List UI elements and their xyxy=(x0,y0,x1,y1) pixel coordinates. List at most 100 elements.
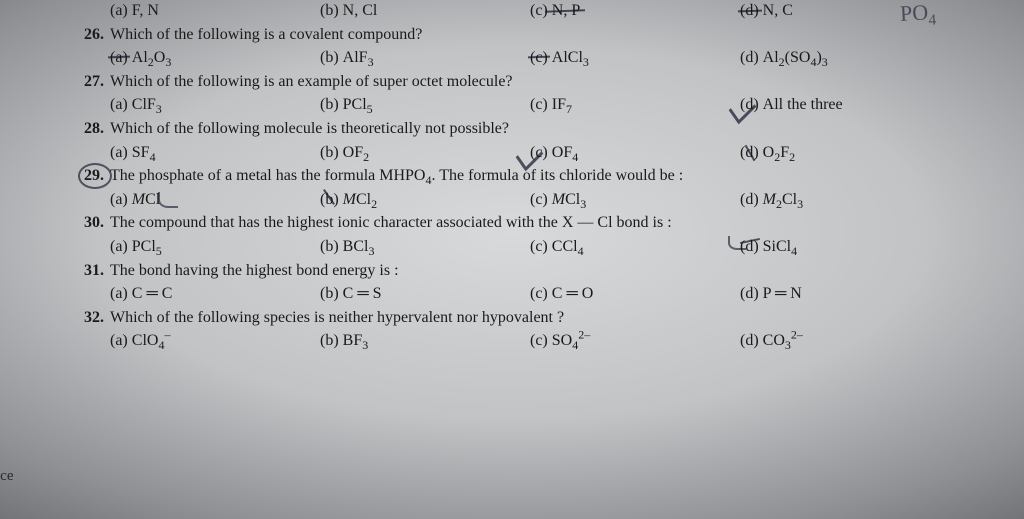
opt-formula: M2Cl3 xyxy=(763,189,803,211)
q-text: The phosphate of a metal has the formula… xyxy=(110,165,970,187)
q-number: 32. xyxy=(70,307,104,329)
q30: 30. The compound that has the highest io… xyxy=(70,212,970,234)
opt-formula: OF2 xyxy=(343,142,369,164)
opt-formula: MCl xyxy=(132,189,160,211)
q-text: Which of the following is a covalent com… xyxy=(110,24,970,46)
opt-label: (b) xyxy=(320,236,339,258)
opt-label: (c) xyxy=(530,330,548,352)
opt-formula: BF3 xyxy=(343,330,369,352)
q-text: Which of the following molecule is theor… xyxy=(110,118,970,140)
opt-label: (d) xyxy=(740,283,759,305)
opt-formula: PCl5 xyxy=(343,94,373,116)
opt-label: (a) xyxy=(110,330,128,352)
opt-label: (b) xyxy=(320,189,339,211)
opt-label: (d) xyxy=(740,0,759,22)
opt-formula: CO32– xyxy=(763,330,803,352)
q27: 27. Which of the following is an example… xyxy=(70,71,970,93)
q31-opt-b: (b) C ═ S xyxy=(320,283,530,305)
page: (a) F, N (b) N, Cl (c) N, P (d) N, C 26.… xyxy=(70,0,970,352)
q-text: The compound that has the highest ionic … xyxy=(110,212,970,234)
opt-label: (d) xyxy=(740,47,759,69)
q-number: 28. xyxy=(70,118,104,140)
opt-formula: BCl3 xyxy=(343,236,375,258)
opt-label: (b) xyxy=(320,142,339,164)
q27-opt-d: (d) All the three xyxy=(740,94,950,116)
opt-formula: ClF3 xyxy=(132,94,162,116)
opt-label: (d) xyxy=(740,330,759,352)
q26-opt-c: (c) AlCl3 xyxy=(530,47,740,69)
opt-label: (a) xyxy=(110,283,128,305)
opt-text: N, P xyxy=(552,0,580,22)
q27-opt-c: (c) IF7 xyxy=(530,94,740,116)
q30-opt-d: (d) SiCl4 xyxy=(740,236,950,258)
q28-opt-b: (b) OF2 xyxy=(320,142,530,164)
opt-text: N, C xyxy=(763,0,793,22)
opt-label: (c) xyxy=(530,47,548,69)
q-number: 27. xyxy=(70,71,104,93)
opt-formula: AlCl3 xyxy=(552,47,589,69)
q31-opt-a: (a) C ═ C xyxy=(110,283,320,305)
opt-label: (a) xyxy=(110,236,128,258)
q28: 28. Which of the following molecule is t… xyxy=(70,118,970,140)
opt-label: (c) xyxy=(530,94,548,116)
opt-formula: ClO4– xyxy=(132,330,171,352)
opt-label: (d) xyxy=(740,236,759,258)
opt-text: All the three xyxy=(763,94,843,116)
q-text: Which of the following is an example of … xyxy=(110,71,970,93)
top-partial-options: (a) F, N (b) N, Cl (c) N, P (d) N, C xyxy=(110,0,970,22)
q-number: 31. xyxy=(70,260,104,282)
q26-opt-d: (d) Al2(SO4)3 xyxy=(740,47,950,69)
opt-formula: SO42– xyxy=(552,330,590,352)
top-opt-b: (b) N, Cl xyxy=(320,0,530,22)
opt-label: (c) xyxy=(530,236,548,258)
opt-formula: Al2(SO4)3 xyxy=(763,47,828,69)
opt-formula: CCl4 xyxy=(552,236,584,258)
q26-opt-a: (a) Al2O3 xyxy=(110,47,320,69)
opt-formula: PCl5 xyxy=(132,236,162,258)
opt-formula: AlF3 xyxy=(343,47,374,69)
q29: 29. The phosphate of a metal has the for… xyxy=(70,165,970,187)
q29-opt-d: (d) M2Cl3 xyxy=(740,189,950,211)
opt-label: (a) xyxy=(110,94,128,116)
q-text: The bond having the highest bond energy … xyxy=(110,260,970,282)
q30-opt-c: (c) CCl4 xyxy=(530,236,740,258)
q28-opt-a: (a) SF4 xyxy=(110,142,320,164)
q29-options: (a) MCl (b) MCl2 (c) MCl3 (d) M2Cl3 xyxy=(110,189,970,211)
opt-formula: Al2O3 xyxy=(132,47,172,69)
q31-options: (a) C ═ C (b) C ═ S (c) C ═ O (d) P ═ N xyxy=(110,283,970,305)
q32: 32. Which of the following species is ne… xyxy=(70,307,970,329)
q28-options: (a) SF4 (b) OF2 (c) OF4 (d) O2F2 xyxy=(110,142,970,164)
q29-opt-c: (c) MCl3 xyxy=(530,189,740,211)
opt-formula: P ═ N xyxy=(763,283,802,305)
opt-formula: C ═ S xyxy=(343,283,382,305)
q27-opt-b: (b) PCl5 xyxy=(320,94,530,116)
opt-label: (b) xyxy=(320,283,339,305)
opt-formula: SiCl4 xyxy=(763,236,797,258)
q28-opt-c: (c) OF4 xyxy=(530,142,740,164)
opt-label: (c) xyxy=(530,0,548,22)
q28-opt-d: (d) O2F2 xyxy=(740,142,950,164)
opt-label: (d) xyxy=(740,94,759,116)
q32-opt-b: (b) BF3 xyxy=(320,330,530,352)
opt-label: (a) xyxy=(110,189,128,211)
q26: 26. Which of the following is a covalent… xyxy=(70,24,970,46)
top-opt-c: (c) N, P xyxy=(530,0,740,22)
top-opt-d: (d) N, C xyxy=(740,0,950,22)
q-text: Which of the following species is neithe… xyxy=(110,307,970,329)
q31-opt-d: (d) P ═ N xyxy=(740,283,950,305)
q30-opt-b: (b) BCl3 xyxy=(320,236,530,258)
opt-label: (b) xyxy=(320,47,339,69)
q32-options: (a) ClO4– (b) BF3 (c) SO42– (d) CO32– xyxy=(110,330,970,352)
q26-opt-b: (b) AlF3 xyxy=(320,47,530,69)
opt-formula: OF4 xyxy=(552,142,578,164)
opt-formula: C ═ O xyxy=(552,283,594,305)
q30-options: (a) PCl5 (b) BCl3 (c) CCl4 (d) SiCl4 xyxy=(110,236,970,258)
q26-options: (a) Al2O3 (b) AlF3 (c) AlCl3 (d) Al2(SO4… xyxy=(110,47,970,69)
q32-opt-d: (d) CO32– xyxy=(740,330,950,352)
opt-text: F, N xyxy=(132,0,159,22)
opt-label: (c) xyxy=(530,189,548,211)
opt-formula: IF7 xyxy=(552,94,572,116)
opt-label: (b) xyxy=(320,330,339,352)
opt-label: (a) xyxy=(110,0,128,22)
opt-label: (d) xyxy=(740,142,759,164)
